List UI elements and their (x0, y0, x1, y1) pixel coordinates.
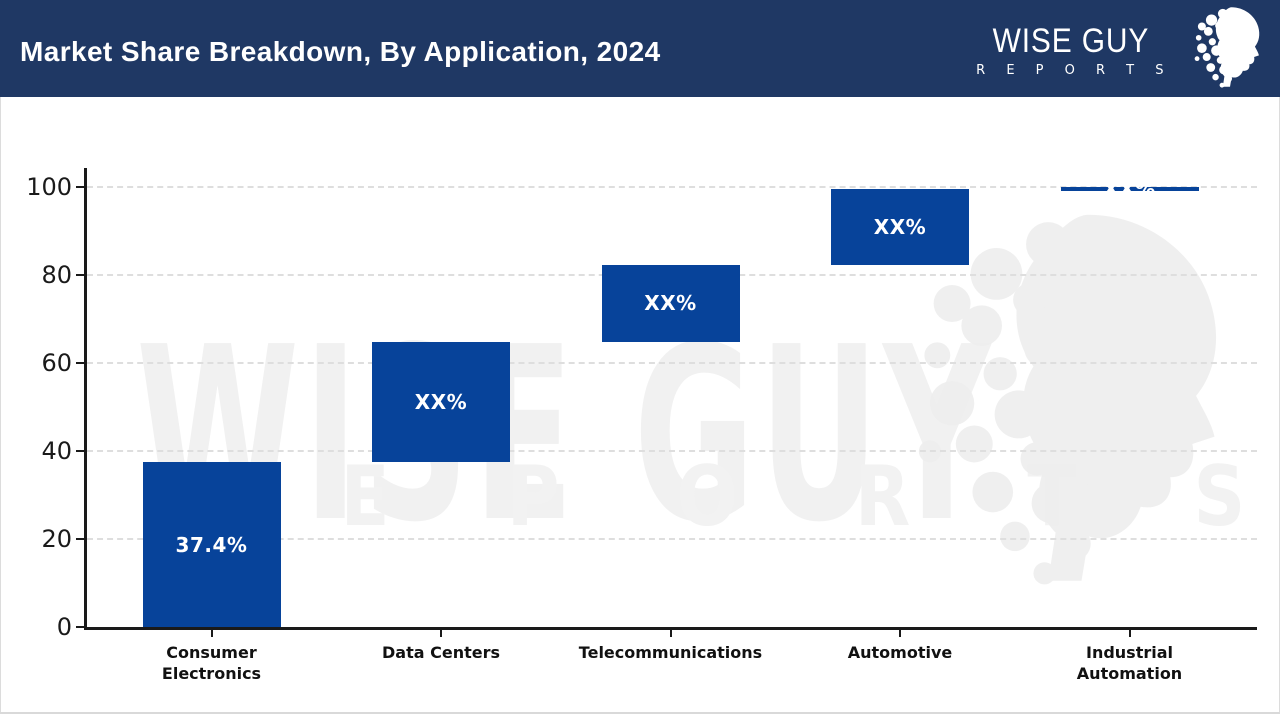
category-label: Consumer Electronics (97, 642, 327, 684)
logo-subtitle: R E P O R T S (976, 63, 1172, 78)
y-tick-label: 20 (41, 525, 72, 553)
y-tick-label: 0 (56, 613, 72, 641)
y-tick-label: 40 (41, 437, 72, 465)
category-label-line: Consumer (166, 643, 257, 662)
gridline (87, 362, 1257, 364)
gridline (87, 450, 1257, 452)
bar-value-label: XX% (644, 291, 697, 316)
x-tick-mark (440, 629, 442, 637)
category-label-line: Electronics (161, 664, 262, 683)
y-tick-mark (76, 274, 84, 276)
category-label-line: Data Centers (382, 643, 500, 662)
x-tick-mark (899, 629, 901, 637)
waterfall-chart: 0 20 40 60 80 100 37.4% XX% XX% XX% XX% Consumer Ele… (0, 97, 1280, 714)
category-label: Industrial Automation (1015, 642, 1245, 684)
wiseguy-head-icon (1184, 4, 1268, 94)
page-border-bottom (0, 712, 1280, 714)
y-tick-label: 80 (41, 261, 72, 289)
y-tick-mark (76, 626, 84, 628)
x-tick-mark (210, 629, 213, 637)
bar-value-label: XX% (873, 215, 927, 240)
bar-value-label: XX% (414, 390, 468, 415)
gridline (87, 186, 1257, 188)
gridline (87, 538, 1257, 540)
x-axis (84, 627, 1257, 630)
x-tick-mark (1128, 629, 1131, 637)
category-label: Data Centers (326, 642, 556, 663)
category-label: Automotive (785, 642, 1015, 663)
y-tick-label: 100 (26, 173, 72, 201)
bar-segment (831, 189, 969, 265)
header-band: Market Share Breakdown, By Application, … (0, 0, 1280, 97)
bar-segment (142, 462, 281, 627)
category-label-line: Industrial (1085, 643, 1173, 662)
y-tick-mark (76, 450, 84, 452)
wiseguy-logo-text: WISE GUY R E P O R T S (970, 22, 1172, 78)
bar-segment (372, 341, 510, 463)
category-label-line: Telecommunications (578, 643, 763, 662)
y-tick-mark (76, 186, 84, 188)
page-title: Market Share Breakdown, By Application, … (20, 36, 661, 67)
bar-value-label: 37.4% (175, 532, 248, 557)
category-label: Telecommunications (556, 642, 786, 663)
y-tick-label: 60 (41, 349, 72, 377)
y-axis (84, 168, 87, 629)
logo-wordmark: WISE GUY (992, 22, 1150, 60)
bar-segment (601, 264, 740, 342)
y-tick-mark (76, 538, 84, 540)
bar-value-label: XX% (1103, 176, 1156, 201)
page-border-left (0, 97, 1, 714)
wiseguy-logo: WISE GUY R E P O R T S (976, 0, 1272, 97)
bar-segment (1060, 187, 1199, 191)
x-tick-mark (669, 629, 672, 637)
category-label-line: Automation (1076, 664, 1183, 683)
y-tick-mark (76, 362, 84, 364)
category-label-line: Automotive (847, 643, 953, 662)
